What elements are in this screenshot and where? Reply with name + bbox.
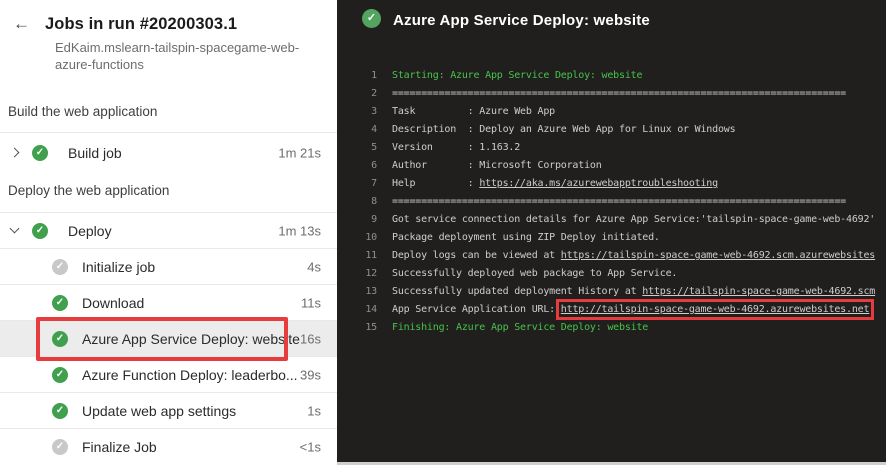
skipped-icon: ✓ bbox=[52, 258, 68, 275]
job-label: Build job bbox=[68, 144, 122, 161]
line-text: Starting: Azure App Service Deploy: webs… bbox=[392, 70, 643, 81]
skipped-icon: ✓ bbox=[52, 438, 68, 455]
line-text: Deploy logs can be viewed at bbox=[392, 250, 561, 261]
step-label: Azure App Service Deploy: website bbox=[82, 330, 300, 347]
job-duration: 1m 21s bbox=[278, 145, 321, 160]
line-number: 10 bbox=[365, 232, 377, 243]
step-duration: 11s bbox=[301, 295, 321, 310]
success-icon: ✓ bbox=[32, 222, 48, 239]
line-number: 3 bbox=[371, 106, 377, 117]
log-body: 1 Starting: Azure App Service Deploy: web… bbox=[337, 46, 886, 337]
step-duration: 39s bbox=[300, 367, 321, 382]
success-icon: ✓ bbox=[32, 144, 48, 161]
log-line: 2 =======================================… bbox=[337, 85, 886, 103]
line-text: Help : bbox=[392, 178, 480, 189]
step-row-finalize-job[interactable]: ✓ Finalize Job <1s bbox=[0, 428, 337, 464]
line-text: Description : Deploy an Azure Web App fo… bbox=[392, 124, 736, 135]
line-text: Finishing: Azure App Service Deploy: web… bbox=[392, 322, 649, 333]
log-line: 14 App Service Application URL: http://ta… bbox=[337, 299, 886, 320]
line-text: Successfully updated deployment History … bbox=[392, 286, 643, 297]
deployment-history-link[interactable]: https://tailspin-space-game-web-4692.scm bbox=[642, 286, 876, 297]
log-line: 7 Help : https://aka.ms/azurewebapptroubl… bbox=[337, 175, 886, 193]
step-label: Azure Function Deploy: leaderbo... bbox=[82, 366, 298, 383]
log-title: Azure App Service Deploy: website bbox=[393, 12, 650, 29]
step-label: Download bbox=[82, 294, 145, 311]
stage-label-build: Build the web application bbox=[8, 104, 158, 119]
step-row-initialize-job[interactable]: ✓ Initialize job 4s bbox=[0, 248, 337, 284]
step-row-download[interactable]: ✓ Download 11s bbox=[0, 284, 337, 320]
help-link[interactable]: https://aka.ms/azurewebapptroubleshootin… bbox=[479, 178, 718, 189]
log-line: 13 Successfully updated deployment Histor… bbox=[337, 283, 886, 301]
step-duration: 16s bbox=[300, 331, 321, 346]
log-line: 11 Deploy logs can be viewed at https://t… bbox=[337, 247, 886, 265]
log-line: 3 Task : Azure Web App bbox=[337, 103, 886, 121]
line-number: 12 bbox=[365, 268, 377, 279]
line-number: 6 bbox=[371, 160, 377, 171]
success-icon: ✓ bbox=[52, 366, 68, 383]
chevron-right-icon[interactable] bbox=[9, 147, 20, 157]
line-number: 8 bbox=[371, 196, 377, 207]
line-text: Got service connection details for Azure… bbox=[392, 214, 876, 225]
run-title: Jobs in run #20200303.1 bbox=[45, 15, 238, 33]
log-viewer: ✓ Azure App Service Deploy: website 1 Sta… bbox=[337, 0, 886, 465]
line-text: Version : 1.163.2 bbox=[392, 142, 521, 153]
step-duration: <1s bbox=[299, 439, 321, 454]
success-icon: ✓ bbox=[52, 294, 68, 311]
line-number: 7 bbox=[371, 178, 377, 189]
line-number: 9 bbox=[371, 214, 377, 225]
step-label: Initialize job bbox=[82, 258, 156, 275]
job-duration: 1m 13s bbox=[278, 223, 321, 238]
step-label: Update web app settings bbox=[82, 402, 237, 419]
line-number: 1 bbox=[371, 70, 377, 81]
step-label: Finalize Job bbox=[82, 438, 157, 455]
step-row-update-web-app-settings[interactable]: ✓ Update web app settings 1s bbox=[0, 392, 337, 428]
app-service-url-link[interactable]: http://tailspin-space-game-web-4692.azur… bbox=[555, 299, 875, 320]
line-text: Task : Azure Web App bbox=[392, 106, 555, 117]
log-line: 6 Author : Microsoft Corporation bbox=[337, 157, 886, 175]
log-header: ✓ Azure App Service Deploy: website bbox=[337, 0, 886, 46]
step-row-azure-function-deploy[interactable]: ✓ Azure Function Deploy: leaderbo... 39s bbox=[0, 356, 337, 392]
deploy-logs-link[interactable]: https://tailspin-space-game-web-4692.scm… bbox=[560, 250, 876, 261]
step-row-azure-app-service-deploy[interactable]: ✓ Azure App Service Deploy: website 16s bbox=[0, 317, 337, 361]
line-text: ========================================… bbox=[392, 88, 846, 99]
log-line: 15 Finishing: Azure App Service Deploy: w… bbox=[337, 319, 886, 337]
job-row-deploy[interactable]: ✓ Deploy 1m 13s bbox=[0, 212, 337, 248]
log-line: 10 Package deployment using ZIP Deploy in… bbox=[337, 229, 886, 247]
job-label: Deploy bbox=[68, 222, 112, 239]
jobs-sidebar: ← Jobs in run #20200303.1 EdKaim.mslearn… bbox=[0, 0, 337, 465]
log-line: 5 Version : 1.163.2 bbox=[337, 139, 886, 157]
line-number: 14 bbox=[365, 304, 377, 315]
step-duration: 1s bbox=[307, 403, 321, 418]
log-line: 9 Got service connection details for Azur… bbox=[337, 211, 886, 229]
line-text: Successfully deployed web package to App… bbox=[392, 268, 678, 279]
line-text: Author : Microsoft Corporation bbox=[392, 160, 602, 171]
line-number: 15 bbox=[365, 322, 377, 333]
success-icon: ✓ bbox=[52, 330, 68, 347]
jobs-header: ← Jobs in run #20200303.1 EdKaim.mslearn… bbox=[0, 0, 337, 73]
line-number: 13 bbox=[365, 286, 377, 297]
back-arrow-icon[interactable]: ← bbox=[13, 14, 30, 33]
line-text: App Service Application URL: bbox=[392, 304, 561, 315]
log-line: 12 Successfully deployed web package to A… bbox=[337, 265, 886, 283]
line-number: 4 bbox=[371, 124, 377, 135]
line-text: Package deployment using ZIP Deploy init… bbox=[392, 232, 660, 243]
log-line: 1 Starting: Azure App Service Deploy: web… bbox=[337, 67, 886, 85]
run-subtitle: EdKaim.mslearn-tailspin-spacegame-web-az… bbox=[55, 40, 300, 72]
job-row-build[interactable]: ✓ Build job 1m 21s bbox=[0, 132, 337, 172]
line-number: 5 bbox=[371, 142, 377, 153]
step-duration: 4s bbox=[307, 259, 321, 274]
line-number: 2 bbox=[371, 88, 377, 99]
log-line: 8 =======================================… bbox=[337, 193, 886, 211]
success-icon: ✓ bbox=[362, 9, 381, 28]
log-line: 4 Description : Deploy an Azure Web App f… bbox=[337, 121, 886, 139]
line-number: 11 bbox=[365, 250, 377, 261]
chevron-down-icon[interactable] bbox=[9, 223, 20, 234]
line-text: ========================================… bbox=[392, 196, 846, 207]
stage-label-deploy: Deploy the web application bbox=[8, 183, 170, 198]
success-icon: ✓ bbox=[52, 402, 68, 419]
